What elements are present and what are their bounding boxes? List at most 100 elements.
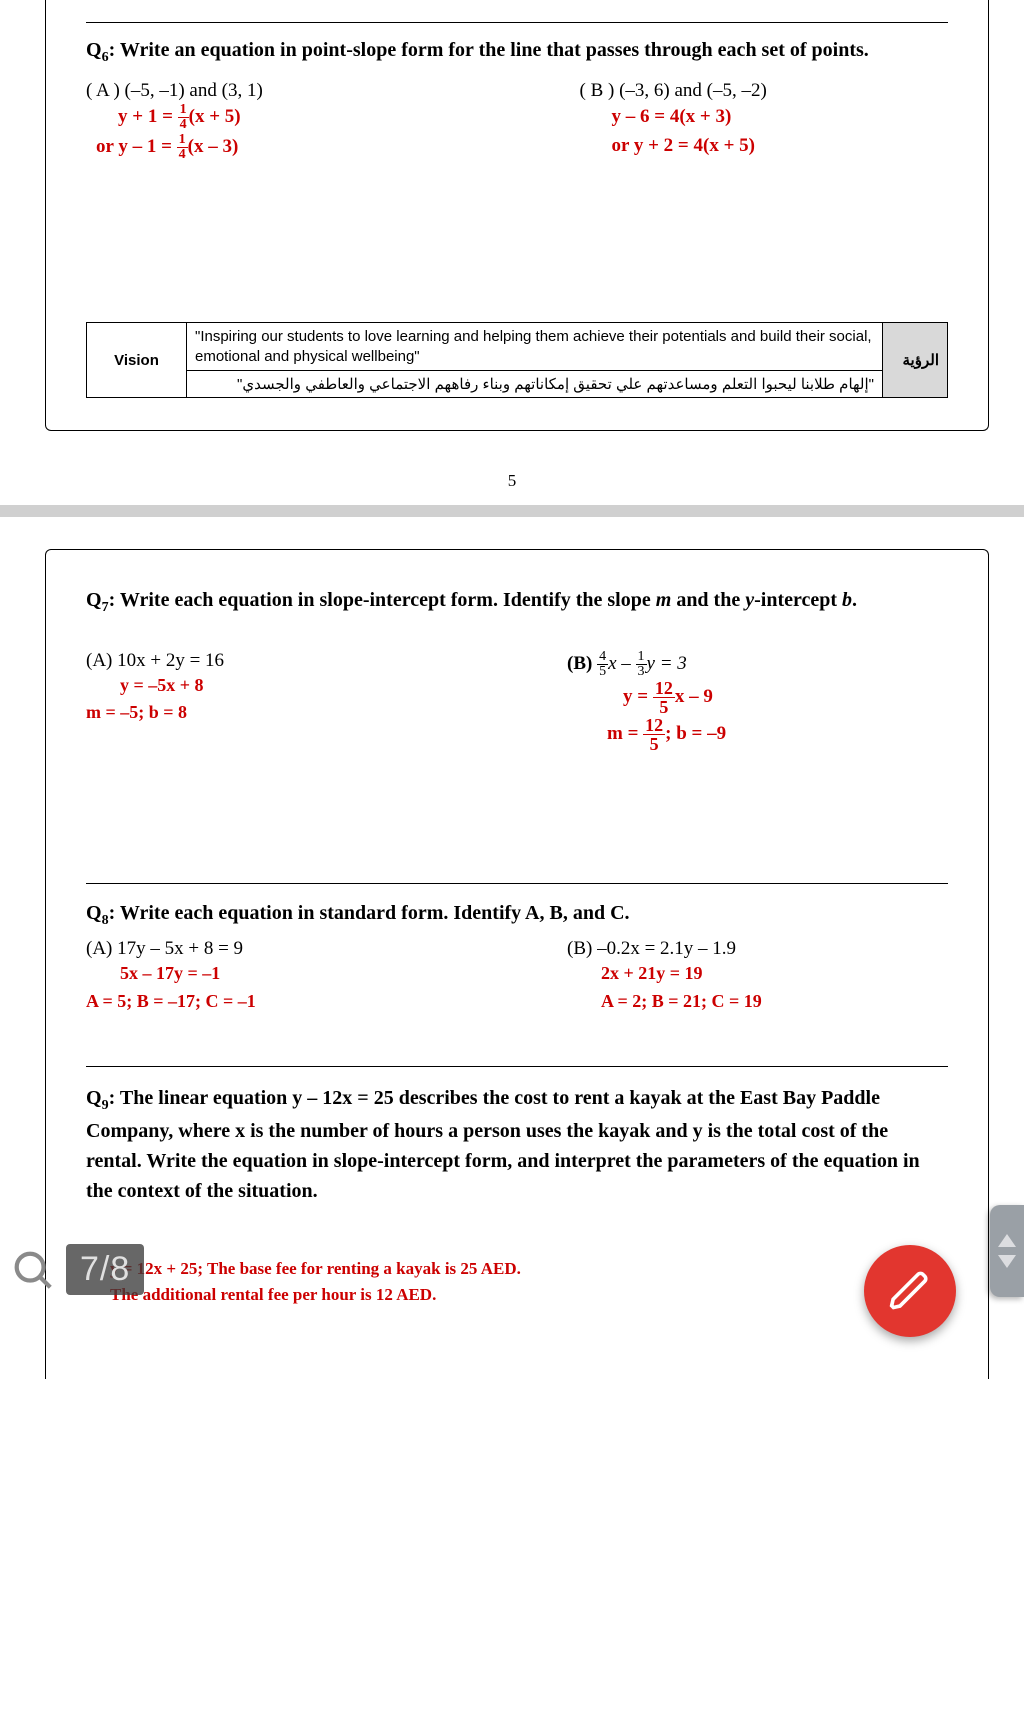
den: 4	[177, 148, 188, 162]
q-label: Q	[86, 39, 102, 61]
txt: -intercept	[754, 589, 842, 611]
page-bottom-inner: Q7: Write each equation in slope-interce…	[46, 550, 988, 1379]
q6-a-ans1: y + 1 = 14(x + 5)	[118, 102, 455, 132]
num: 1	[636, 650, 647, 665]
q6-a-ans2: or y – 1 = 14(x – 3)	[96, 132, 455, 162]
q8-a-ans1: 5x – 17y = –1	[120, 960, 467, 988]
q8-b-ans2: A = 2; B = 21; C = 19	[601, 988, 948, 1016]
txt: .	[852, 589, 857, 611]
vision-text-ar: "إلهام طلابنا ليحبوا التعلم ومساعدتهم عل…	[187, 371, 883, 398]
edit-fab[interactable]	[864, 1245, 956, 1337]
fraction: 45	[597, 650, 608, 679]
q-label: Q	[86, 902, 102, 924]
q6-b-ans2: or y + 2 = 4(x + 5)	[612, 131, 949, 160]
q9-answers: y = 12x + 25; The base fee for renting a…	[110, 1256, 948, 1307]
bottom-overlay: 7/8	[10, 1244, 144, 1295]
den: 5	[643, 735, 665, 753]
txt: (x – 3)	[188, 136, 239, 157]
var-y: y	[745, 589, 754, 611]
txt: x –	[608, 652, 635, 673]
divider	[86, 883, 948, 884]
vision-text-en: "Inspiring our students to love learning…	[187, 323, 883, 371]
q9-ans2: The additional rental fee per hour is 12…	[110, 1282, 948, 1308]
vision-label-ar: الرؤية	[883, 323, 948, 398]
num: 1	[178, 103, 189, 118]
q7-b: (B) 45x – 13y = 3 y = 125x – 9 m = 125; …	[497, 650, 948, 753]
q-label: Q	[86, 1087, 102, 1109]
spacer	[86, 1307, 948, 1347]
q8-b: (B) –0.2x = 2.1y – 1.9 2x + 21y = 19 A =…	[497, 938, 948, 1016]
q7-b-label: (B) 45x – 13y = 3	[567, 650, 948, 679]
q7-a-ans1: y = –5x + 8	[120, 672, 467, 700]
var-m: m	[656, 589, 672, 611]
num: 4	[597, 650, 608, 665]
txt: and the	[671, 589, 745, 611]
txt: y = 3	[647, 652, 687, 673]
den: 5	[653, 698, 675, 716]
q7-a: (A) 10x + 2y = 16 y = –5x + 8 m = –5; b …	[86, 650, 467, 753]
fraction: 13	[636, 650, 647, 679]
q8-heading: Q8: Write each equation in standard form…	[86, 900, 948, 931]
fraction: 14	[177, 133, 188, 162]
page-top: Q6: Write an equation in point-slope for…	[45, 0, 989, 431]
vision-label-en: Vision	[87, 323, 187, 398]
q6-columns: ( A ) (–5, –1) and (3, 1) y + 1 = 14(x +…	[86, 80, 948, 162]
txt: m =	[607, 722, 643, 743]
q7-a-ans2: m = –5; b = 8	[86, 699, 467, 727]
page-separator	[0, 505, 1024, 517]
var-b: b	[842, 589, 852, 611]
chevron-up-icon	[998, 1234, 1016, 1247]
q8-a: (A) 17y – 5x + 8 = 9 5x – 17y = –1 A = 5…	[86, 938, 467, 1016]
table-row: Vision "Inspiring our students to love l…	[87, 323, 948, 371]
q6-a-label: ( A ) (–5, –1) and (3, 1)	[86, 80, 455, 102]
q8-a-label: (A) 17y – 5x + 8 = 9	[86, 938, 467, 960]
q6-b: ( B ) (–3, 6) and (–5, –2) y – 6 = 4(x +…	[485, 80, 949, 162]
q9-heading: Q9: The linear equation y – 12x = 25 des…	[86, 1083, 948, 1206]
txt: y =	[623, 685, 653, 706]
search-icon[interactable]	[10, 1247, 56, 1293]
num: 12	[653, 679, 675, 698]
den: 5	[597, 665, 608, 679]
txt: : Write each equation in slope-intercept…	[109, 589, 656, 611]
num: 12	[643, 716, 665, 735]
q8-a-ans2: A = 5; B = –17; C = –1	[86, 988, 467, 1016]
txt: (x + 5)	[189, 106, 241, 127]
txt: (B)	[567, 652, 597, 673]
txt: y + 1 =	[118, 106, 178, 127]
fraction: 125	[643, 716, 665, 753]
chevron-down-icon	[998, 1255, 1016, 1268]
q-sub: 9	[102, 1098, 109, 1113]
q-text: : Write an equation in point-slope form …	[109, 39, 869, 61]
q6-a: ( A ) (–5, –1) and (3, 1) y + 1 = 14(x +…	[86, 80, 455, 162]
den: 3	[636, 665, 647, 679]
q-sub: 7	[102, 600, 109, 615]
fraction: 125	[653, 679, 675, 716]
den: 4	[178, 118, 189, 132]
table-row: "إلهام طلابنا ليحبوا التعلم ومساعدتهم عل…	[87, 371, 948, 398]
txt: x – 9	[675, 685, 713, 706]
q-sub: 8	[102, 913, 109, 928]
q7-b-ans1: y = 125x – 9	[623, 679, 948, 716]
txt: : Write each equation in standard form. …	[109, 902, 630, 924]
fraction: 14	[178, 103, 189, 132]
txt: or y – 1 =	[96, 136, 177, 157]
q7-columns: (A) 10x + 2y = 16 y = –5x + 8 m = –5; b …	[86, 650, 948, 753]
divider	[86, 22, 948, 23]
q8-columns: (A) 17y – 5x + 8 = 9 5x – 17y = –1 A = 5…	[86, 938, 948, 1016]
divider	[86, 1066, 948, 1067]
page-bottom: Q7: Write each equation in slope-interce…	[45, 549, 989, 1379]
txt: : The linear equation y – 12x = 25 descr…	[86, 1087, 920, 1202]
q-label: Q	[86, 589, 102, 611]
page-indicator[interactable]: 7/8	[66, 1244, 144, 1295]
q6-heading: Q6: Write an equation in point-slope for…	[86, 37, 948, 68]
side-nav-handle[interactable]	[990, 1205, 1024, 1297]
q8-b-ans1: 2x + 21y = 19	[601, 960, 948, 988]
q9-ans1: y = 12x + 25; The base fee for renting a…	[110, 1256, 948, 1282]
page-number-top: 5	[0, 471, 1024, 491]
page-top-inner: Q6: Write an equation in point-slope for…	[46, 0, 988, 430]
q7-heading: Q7: Write each equation in slope-interce…	[86, 584, 948, 619]
q8-b-label: (B) –0.2x = 2.1y – 1.9	[567, 938, 948, 960]
num: 1	[177, 133, 188, 148]
q6-b-label: ( B ) (–3, 6) and (–5, –2)	[580, 80, 949, 102]
txt: ; b = –9	[665, 722, 726, 743]
